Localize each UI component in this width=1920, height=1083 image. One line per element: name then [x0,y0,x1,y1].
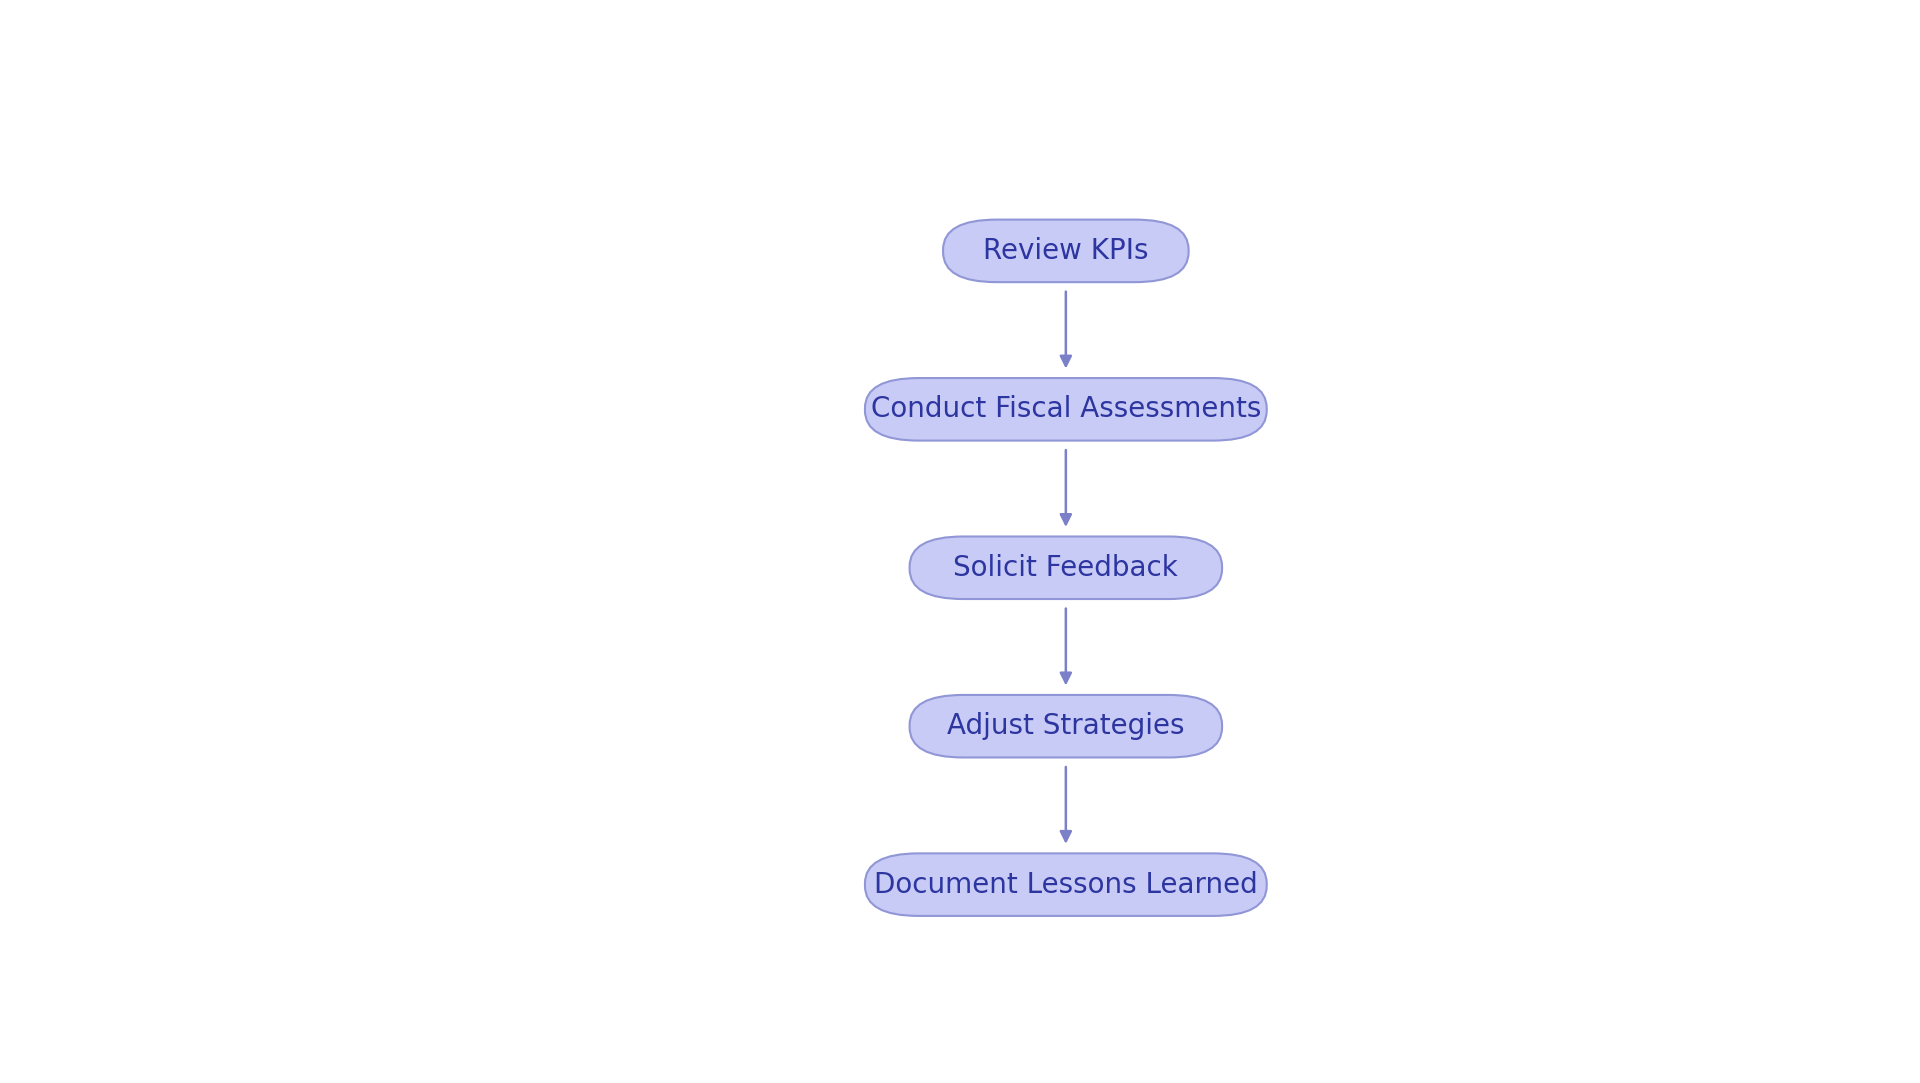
FancyBboxPatch shape [910,695,1223,757]
Text: Conduct Fiscal Assessments: Conduct Fiscal Assessments [870,395,1261,423]
Text: Solicit Feedback: Solicit Feedback [954,553,1179,582]
FancyBboxPatch shape [864,378,1267,441]
FancyBboxPatch shape [943,220,1188,283]
FancyBboxPatch shape [910,536,1223,599]
Text: Adjust Strategies: Adjust Strategies [947,713,1185,740]
Text: Document Lessons Learned: Document Lessons Learned [874,871,1258,899]
FancyBboxPatch shape [864,853,1267,916]
Text: Review KPIs: Review KPIs [983,237,1148,265]
